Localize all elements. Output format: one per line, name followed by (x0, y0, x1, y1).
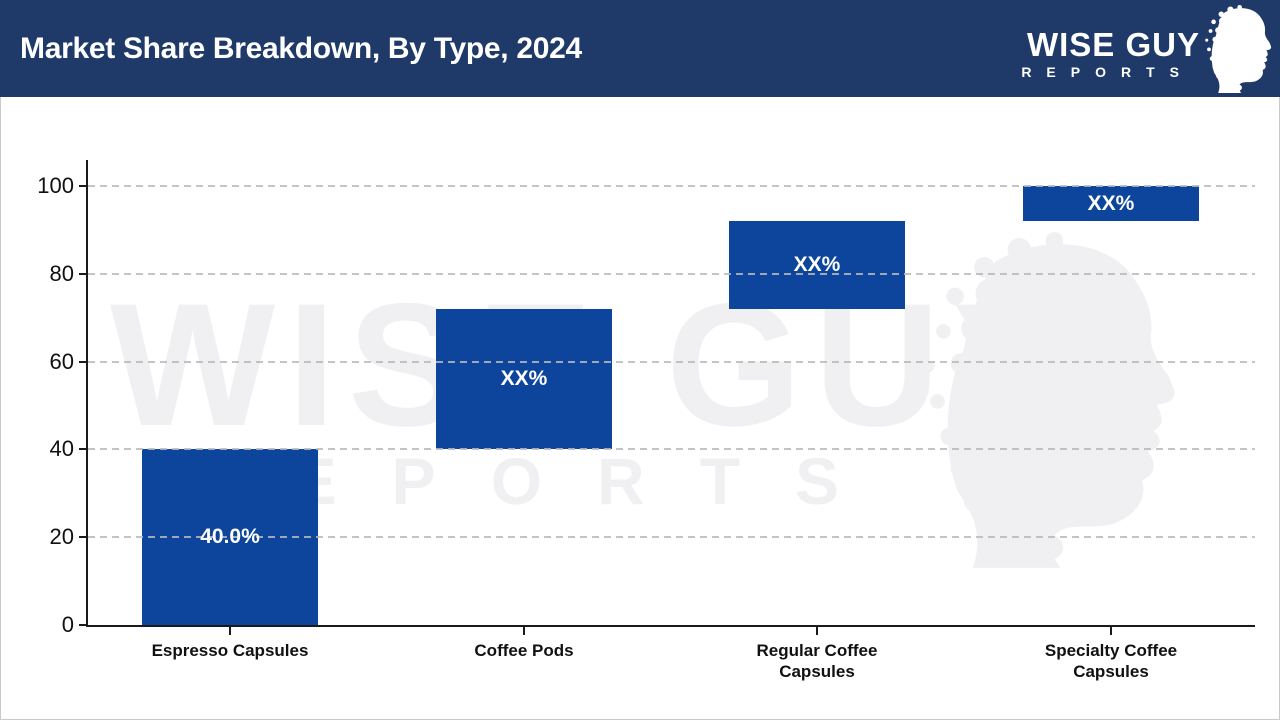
y-tick-100 (79, 185, 88, 187)
y-tick-label-60: 60 (49, 348, 74, 374)
x-tick-label-regular-coffee-capsules: Regular Coffee Capsules (756, 641, 878, 681)
chart-title: Market Share Breakdown, By Type, 2024 (20, 32, 582, 65)
bar-value-label-specialty-coffee-capsules: XX% (1087, 191, 1135, 215)
y-tick-80 (79, 272, 88, 275)
gridline-60 (88, 360, 1255, 363)
logo-subtitle: REPORTS (1021, 64, 1194, 80)
bar-specialty-coffee-capsules (1023, 186, 1199, 222)
x-tick-specialty-coffee-capsules (1110, 626, 1112, 635)
bar-value-label-regular-coffee-capsules: XX% (793, 253, 841, 277)
logo-dot-head-icon (1205, 5, 1272, 93)
x-tick-label-coffee-pods: Coffee Pods (474, 641, 574, 660)
y-tick-label-20: 20 (49, 524, 74, 550)
x-tick-label-espresso-capsules: Espresso Capsules (151, 641, 309, 660)
header: Market Share Breakdown, By Type, 2024 WI… (0, 0, 1280, 97)
y-tick-40 (79, 448, 88, 451)
y-tick-0 (79, 624, 88, 626)
y-tick-label-40: 40 (49, 436, 74, 462)
gridline-100 (88, 185, 1255, 187)
logo-wordmark: WISE GUY (1026, 26, 1200, 63)
gridline-20 (88, 536, 1255, 539)
x-tick-espresso-capsules (229, 626, 231, 635)
x-tick-label-specialty-coffee-capsules: Specialty Coffee Capsules (1044, 641, 1178, 681)
x-tick-coffee-pods (523, 626, 525, 635)
gridline-40 (88, 448, 1255, 451)
y-tick-label-0: 0 (61, 612, 74, 637)
watermark-dot-head-icon (922, 232, 1175, 568)
y-tick-label-80: 80 (49, 260, 74, 286)
x-axis-spine (86, 625, 1255, 627)
x-tick-regular-coffee-capsules (816, 626, 818, 635)
y-tick-60 (79, 360, 88, 363)
bar-value-label-espresso-capsules: 40.0% (200, 525, 260, 549)
y-axis-spine (86, 160, 88, 627)
wise-guy-logo: WISE GUY REPORTS (1021, 0, 1272, 97)
bar-regular-coffee-capsules (729, 221, 905, 309)
y-tick-label-100: 100 (37, 173, 74, 198)
gridline-80 (88, 272, 1255, 275)
bar-value-label-coffee-pods: XX% (500, 367, 548, 391)
bar-coffee-pods (436, 308, 612, 450)
y-tick-20 (79, 536, 88, 539)
